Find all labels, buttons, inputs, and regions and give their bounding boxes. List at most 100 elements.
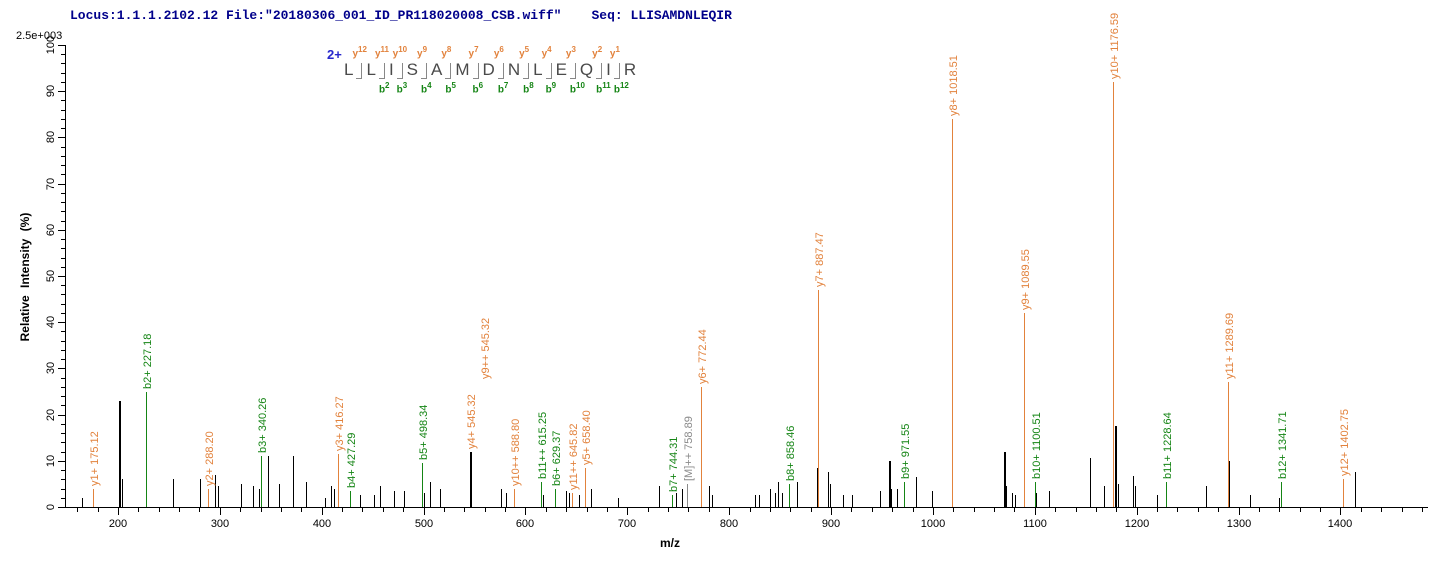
- x-tick-label: 700: [617, 518, 637, 530]
- labeled-peak-line: [470, 452, 472, 507]
- peak-line: [775, 493, 776, 507]
- y-major-tick: [58, 91, 65, 92]
- fragmentation-marker-icon: [596, 63, 603, 79]
- x-minor-tick: [1422, 508, 1423, 512]
- peak-line: [82, 498, 83, 507]
- x-minor-tick: [362, 508, 363, 512]
- peak-line: [676, 493, 677, 507]
- x-minor-tick: [994, 508, 995, 512]
- peak-label: y6+ 772.44: [697, 329, 709, 384]
- peak-line: [215, 475, 216, 507]
- b-ion-label: b8: [523, 81, 534, 96]
- x-tick-label: 200: [108, 518, 128, 530]
- y-major-tick: [58, 137, 65, 138]
- y-tick-label: 80: [45, 130, 57, 144]
- sequence-residue: A: [431, 60, 443, 79]
- peak-line: [830, 484, 831, 507]
- labeled-peak-line: [1035, 482, 1036, 507]
- peak-line: [891, 489, 892, 507]
- y-minor-tick: [61, 202, 65, 203]
- labeled-peak-line: [572, 493, 573, 507]
- b-ion-label: b12: [613, 81, 629, 96]
- x-minor-tick: [485, 508, 486, 512]
- y-minor-tick: [61, 452, 65, 453]
- x-major-tick: [831, 508, 832, 515]
- sequence-residue: E: [555, 60, 567, 79]
- x-minor-tick: [668, 508, 669, 512]
- x-minor-tick: [281, 508, 282, 512]
- y-ion-label: y10: [392, 44, 408, 59]
- locus-file-text: Locus:1.1.1.2102.12 File:"20180306_001_I…: [70, 8, 562, 23]
- x-major-tick: [424, 508, 425, 515]
- precursor-charge-label: 2+: [327, 47, 342, 62]
- peak-line: [119, 401, 121, 507]
- peak-line: [1049, 491, 1050, 507]
- peak-label: b9+ 971.55: [900, 423, 912, 479]
- x-minor-tick: [199, 508, 200, 512]
- x-major-tick: [322, 508, 323, 515]
- fragmentation-marker-icon: [545, 63, 552, 79]
- labeled-peak-line: [555, 489, 556, 507]
- peak-line: [797, 482, 798, 507]
- y-tick-label: 40: [45, 315, 57, 329]
- x-minor-tick: [790, 508, 791, 512]
- x-minor-tick: [138, 508, 139, 512]
- y-minor-tick: [61, 479, 65, 480]
- peak-line: [259, 489, 260, 507]
- b-ion-label: b5: [445, 81, 456, 96]
- y-minor-tick: [61, 294, 65, 295]
- fragmentation-site: y4 b9: [542, 45, 557, 96]
- peak-line: [325, 498, 326, 507]
- labeled-peak-line: [904, 482, 905, 507]
- y-minor-tick: [61, 73, 65, 74]
- sequence-residue: D: [482, 60, 495, 79]
- peak-line: [173, 479, 174, 507]
- x-minor-tick: [301, 508, 302, 512]
- b-ion-label: b7: [497, 81, 509, 96]
- peak-label: y1+ 175.12: [89, 431, 101, 486]
- fragmentation-site: y5 b8: [519, 45, 534, 96]
- y-minor-tick: [61, 174, 65, 175]
- y-major-tick: [58, 45, 65, 46]
- peak-line: [712, 495, 713, 507]
- x-tick-label: 800: [719, 518, 739, 530]
- y-minor-tick: [61, 285, 65, 286]
- y-minor-tick: [61, 341, 65, 342]
- sequence-residue: N: [507, 60, 521, 79]
- y-ion-label: y2: [592, 44, 603, 59]
- x-minor-tick: [1279, 508, 1280, 512]
- b-ion-label: b4: [421, 81, 432, 96]
- x-minor-tick: [566, 508, 567, 512]
- sequence-residue: M: [455, 60, 470, 79]
- x-minor-tick: [607, 508, 608, 512]
- peak-line: [1104, 486, 1105, 507]
- peak-line: [579, 495, 580, 507]
- peak-line: [880, 491, 881, 507]
- peak-label: b5+ 498.34: [418, 404, 430, 460]
- y-ion-label: y5: [519, 44, 530, 59]
- fragmentation-marker-icon: [378, 63, 385, 79]
- peak-line: [279, 484, 280, 507]
- peak-line: [569, 493, 570, 507]
- sequence-residue: L: [533, 60, 543, 79]
- y-ion-label: y9: [417, 44, 428, 59]
- y-minor-tick: [61, 489, 65, 490]
- peak-label: y8+ 1018.51: [948, 55, 960, 116]
- x-minor-tick: [77, 508, 78, 512]
- fragmentation-site: y9 b4: [417, 45, 432, 96]
- sequence-residue: L: [366, 60, 376, 79]
- x-minor-tick: [851, 508, 852, 512]
- labeled-peak-line: [208, 489, 209, 507]
- x-minor-tick: [179, 508, 180, 512]
- peak-label: [M]++ 758.89: [683, 416, 695, 481]
- x-major-tick: [525, 508, 526, 515]
- x-minor-tick: [1381, 508, 1382, 512]
- fragmentation-marker-icon: [613, 63, 620, 79]
- y-tick-label: 60: [45, 223, 57, 237]
- y-major-tick: [58, 368, 65, 369]
- peak-line: [1157, 495, 1158, 507]
- peak-line: [566, 491, 567, 507]
- y-tick-label: 0: [45, 503, 57, 511]
- sequence-residue: R: [623, 60, 637, 79]
